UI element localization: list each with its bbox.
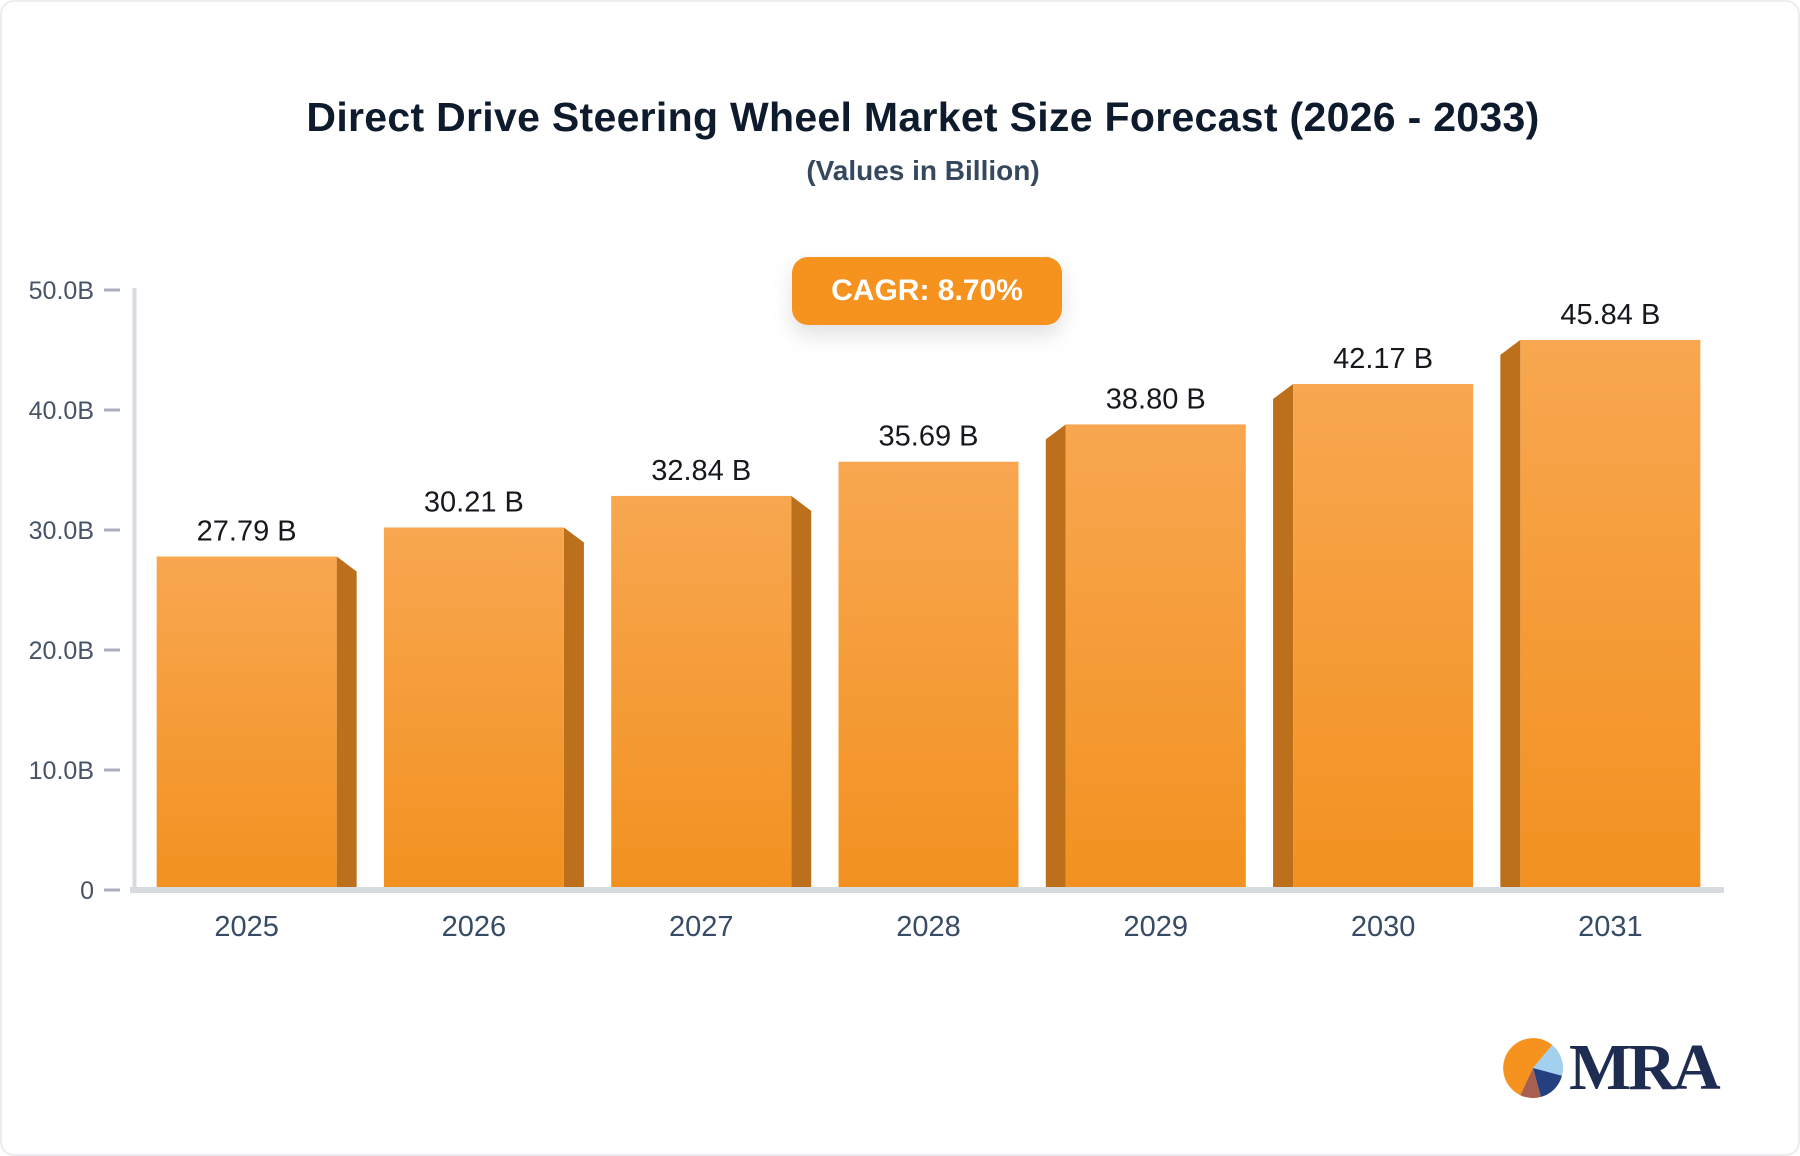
bar-value-label-2026: 30.21 B: [424, 486, 524, 518]
y-tick-label: 20.0B: [29, 637, 94, 665]
y-tick-label: 50.0B: [29, 277, 94, 305]
y-tick-label: 40.0B: [29, 397, 94, 425]
bar-2027: [611, 495, 792, 890]
y-tick-label: 10.0B: [29, 757, 94, 785]
x-axis-label-2026: 2026: [442, 911, 507, 943]
bar-side-2031: [1500, 339, 1521, 890]
x-axis-label-2030: 2030: [1351, 911, 1416, 943]
x-axis-label-2031: 2031: [1578, 911, 1643, 943]
y-tick-label: 30.0B: [29, 517, 94, 545]
bar-side-2030: [1273, 383, 1294, 890]
mra-logo-text: MRA: [1569, 1031, 1721, 1104]
pie-chart-icon: [1503, 1038, 1564, 1099]
bar-2028: [838, 461, 1019, 890]
cagr-badge: CAGR: 8.70%: [792, 257, 1062, 325]
bar-side-2026: [563, 527, 584, 890]
chart-title: Direct Drive Steering Wheel Market Size …: [306, 94, 1540, 140]
bar-value-label-2028: 35.69 B: [879, 421, 979, 453]
bar-value-label-2030: 42.17 B: [1333, 343, 1433, 375]
bar-value-label-2031: 45.84 B: [1560, 299, 1660, 331]
y-tick-label: 0: [80, 877, 94, 905]
bar-2029: [1065, 424, 1246, 890]
x-axis-label-2029: 2029: [1124, 911, 1189, 943]
bar-side-2027: [791, 495, 812, 890]
bar-value-label-2025: 27.79 B: [197, 516, 297, 548]
bar-2025: [156, 556, 337, 890]
bar-2026: [383, 527, 564, 890]
bar-side-2025: [336, 556, 357, 890]
bar-value-label-2029: 38.80 B: [1106, 383, 1206, 415]
bar-value-label-2027: 32.84 B: [651, 455, 751, 487]
bar-side-2029: [1045, 424, 1066, 890]
x-axis-label-2027: 2027: [669, 911, 734, 943]
chart-header: Direct Drive Steering Wheel Market Size …: [2, 94, 1798, 187]
x-axis-label-2028: 2028: [896, 911, 961, 943]
chart-subtitle: (Values in Billion): [806, 155, 1040, 186]
bar-2031: [1520, 339, 1701, 890]
x-axis-label-2025: 2025: [214, 911, 279, 943]
bar-2030: [1293, 383, 1474, 890]
mra-logo: MRA: [1502, 1031, 1721, 1104]
cagr-badge-label: CAGR: 8.70%: [831, 274, 1023, 307]
